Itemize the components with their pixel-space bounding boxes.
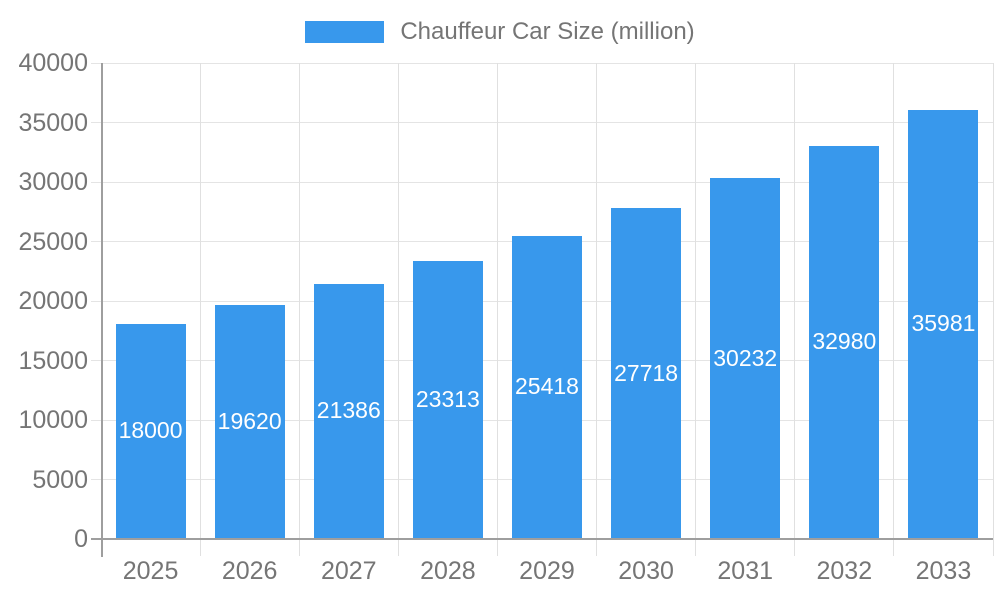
gridline (397, 63, 399, 556)
y-tick-label: 15000 (18, 346, 88, 375)
bar: 30232 (710, 178, 781, 538)
y-tick-label: 0 (74, 525, 88, 553)
bar: 21386 (313, 283, 384, 538)
gridline (695, 63, 697, 556)
x-tick-label: 2031 (717, 557, 774, 585)
y-axis-line (101, 63, 103, 557)
x-tick-label: 2030 (618, 557, 674, 585)
x-axis-line (91, 538, 993, 540)
bar: 18000 (115, 323, 186, 538)
y-tick-label: 10000 (18, 406, 88, 434)
x-tick-label: 2029 (519, 557, 575, 585)
bar: 25418 (512, 235, 582, 538)
gridline (794, 63, 796, 556)
y-tick-label: 35000 (18, 108, 88, 137)
gridline (199, 63, 201, 556)
gridline (893, 63, 895, 556)
gridline (91, 62, 993, 64)
x-tick-label: 2033 (915, 557, 972, 585)
bar: 19620 (214, 304, 285, 538)
y-tick-label: 30000 (18, 168, 88, 196)
bar: 32980 (809, 145, 880, 538)
gridline (496, 63, 498, 556)
bar: 23313 (412, 260, 483, 538)
x-tick-label: 2025 (122, 557, 179, 585)
gridline (298, 63, 300, 556)
x-tick-label: 2032 (816, 557, 873, 585)
x-tick-label: 2028 (420, 557, 476, 585)
bar-value-label: 35981 (911, 310, 976, 337)
y-tick-label: 25000 (18, 227, 88, 256)
bar-value-label: 30232 (713, 344, 778, 371)
gridline (91, 181, 993, 183)
bar-value-label: 23313 (415, 385, 480, 412)
plot-area: 0 5000 10000 15000 20000 25000 30000 35000 40000… (18, 50, 994, 584)
legend-label: Chauffeur Car Size (million) (400, 18, 695, 45)
y-tick-label: 5000 (32, 465, 88, 494)
x-tick-label: 2026 (221, 557, 278, 585)
legend-swatch (305, 21, 385, 43)
bar: 27718 (611, 208, 682, 538)
bar-value-label: 25418 (515, 373, 579, 400)
bar-value-label: 19620 (217, 407, 282, 434)
gridline (91, 122, 993, 123)
x-tick-label: 2027 (320, 557, 377, 585)
legend: Chauffeur Car Size (million) (0, 16, 1000, 48)
gridline (596, 63, 598, 556)
y-tick-label: 20000 (18, 287, 88, 315)
bar-value-label: 32980 (812, 328, 877, 355)
bar: 35981 (908, 109, 979, 538)
bar-value-label: 27718 (614, 359, 679, 386)
gridline (992, 63, 994, 556)
bar-value-label: 18000 (118, 417, 183, 444)
y-tick-label: 40000 (18, 49, 88, 77)
bar-value-label: 21386 (316, 397, 381, 424)
